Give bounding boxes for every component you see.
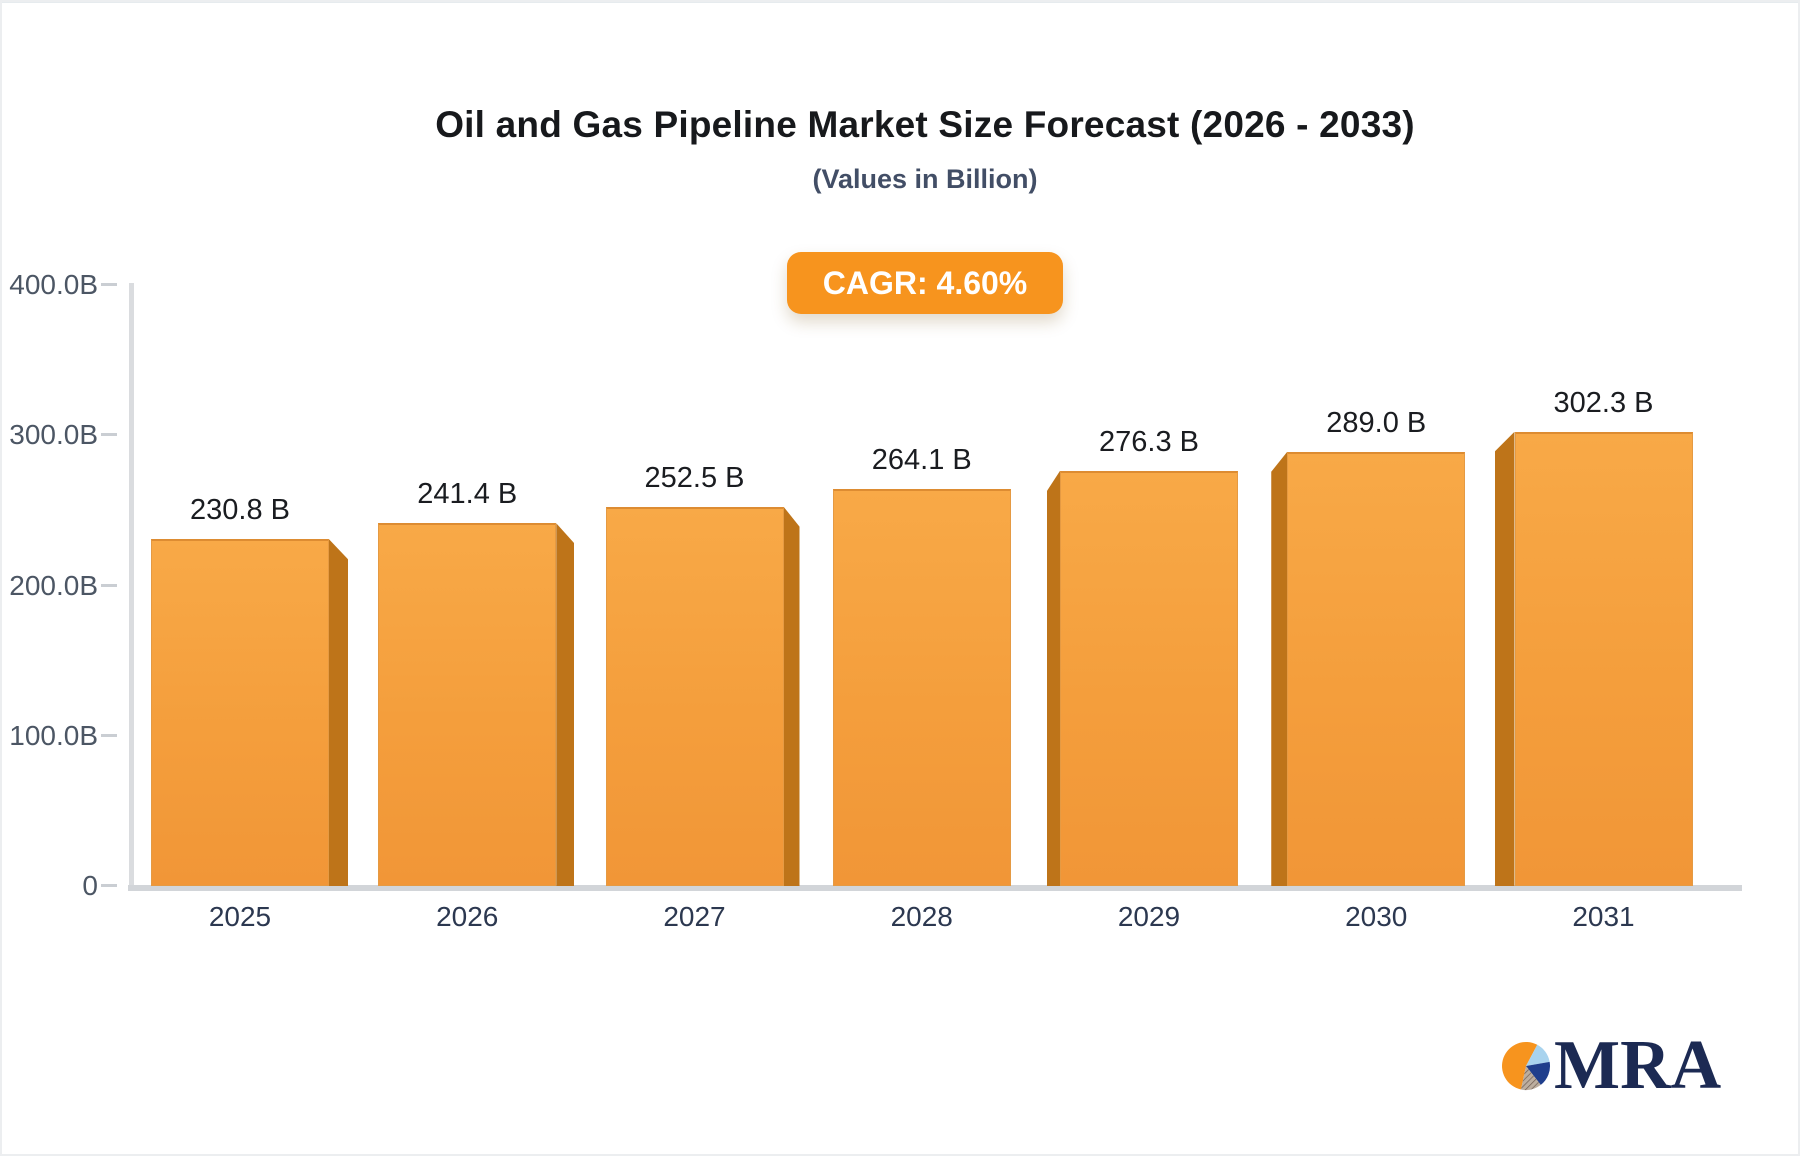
pie-slice-hatch (1521, 1066, 1541, 1091)
bar (378, 523, 557, 886)
x-axis-label: 2025 (208, 901, 272, 932)
y-axis-tick-label: 300.0B (9, 419, 98, 451)
bar-value-label: 252.5 B (644, 461, 745, 494)
bar-3d-side (1494, 431, 1515, 886)
bar (151, 539, 329, 886)
bar-value-label: 289.0 B (1326, 406, 1427, 439)
y-axis-tick-mark (101, 433, 117, 437)
chart-title: Oil and Gas Pipeline Market Size Forecas… (435, 104, 1415, 145)
bar-value-label: 276.3 B (1099, 425, 1199, 458)
pie-slice-lightblue (1526, 1044, 1550, 1066)
bar-value-label: 230.8 B (190, 494, 290, 527)
bar-value-label: 241.4 B (417, 478, 518, 511)
bar-3d-side (556, 523, 575, 886)
x-axis-line (128, 885, 1742, 891)
bar (1287, 451, 1466, 886)
x-axis-label: 2031 (1572, 901, 1635, 932)
x-axis-label: 2027 (663, 901, 726, 932)
pie-slice-orange (1502, 1042, 1538, 1090)
bar-3d-side (1047, 470, 1060, 886)
mra-logo-pie-icon (1502, 1042, 1551, 1091)
y-axis-line (129, 283, 134, 888)
y-axis-tick-mark (101, 283, 117, 286)
mra-logo: MRA (1500, 1027, 1722, 1104)
y-axis-tick-label: 200.0B (9, 569, 98, 601)
chart-header: Oil and Gas Pipeline Market Size Forecas… (50, 0, 1800, 195)
chart-subtitle: (Values in Billion) (812, 164, 1038, 194)
x-axis-label: 2026 (436, 901, 499, 932)
y-axis-tick-mark (101, 733, 117, 737)
x-axis-label: 2029 (1117, 901, 1181, 932)
y-axis-tick-mark (101, 583, 117, 587)
bar (605, 506, 784, 886)
x-axis-label: 2028 (890, 901, 953, 932)
y-axis-tick-label: 100.0B (9, 719, 98, 751)
x-axis-label: 2030 (1345, 901, 1408, 932)
y-axis-tick-mark (101, 884, 117, 887)
cagr-badge: CAGR: 4.60% (787, 252, 1063, 314)
bar-3d-side (783, 506, 800, 886)
bar (1060, 470, 1238, 886)
y-axis-tick-label: 0 (82, 870, 98, 901)
cagr-badge-label: CAGR: 4.60% (822, 264, 1028, 301)
pie-slice-navy (1526, 1061, 1551, 1085)
bar-value-label: 302.3 B (1553, 386, 1654, 419)
bar-3d-side (1271, 451, 1288, 886)
bar (832, 489, 1011, 886)
bar-3d-side (329, 539, 348, 886)
bar (1514, 431, 1693, 886)
y-axis-tick-label: 400.0B (9, 269, 98, 300)
mra-logo-text: MRA (1554, 1027, 1722, 1104)
bar-value-label: 264.1 B (871, 444, 972, 477)
